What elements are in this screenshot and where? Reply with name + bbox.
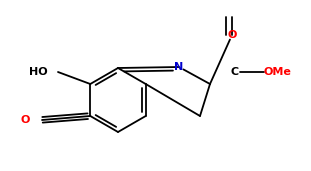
Text: N: N <box>174 62 183 72</box>
Text: OMe: OMe <box>264 67 292 77</box>
Text: O: O <box>21 115 30 125</box>
Text: HO: HO <box>29 67 48 77</box>
Text: O: O <box>227 30 237 40</box>
Text: C: C <box>231 67 239 77</box>
